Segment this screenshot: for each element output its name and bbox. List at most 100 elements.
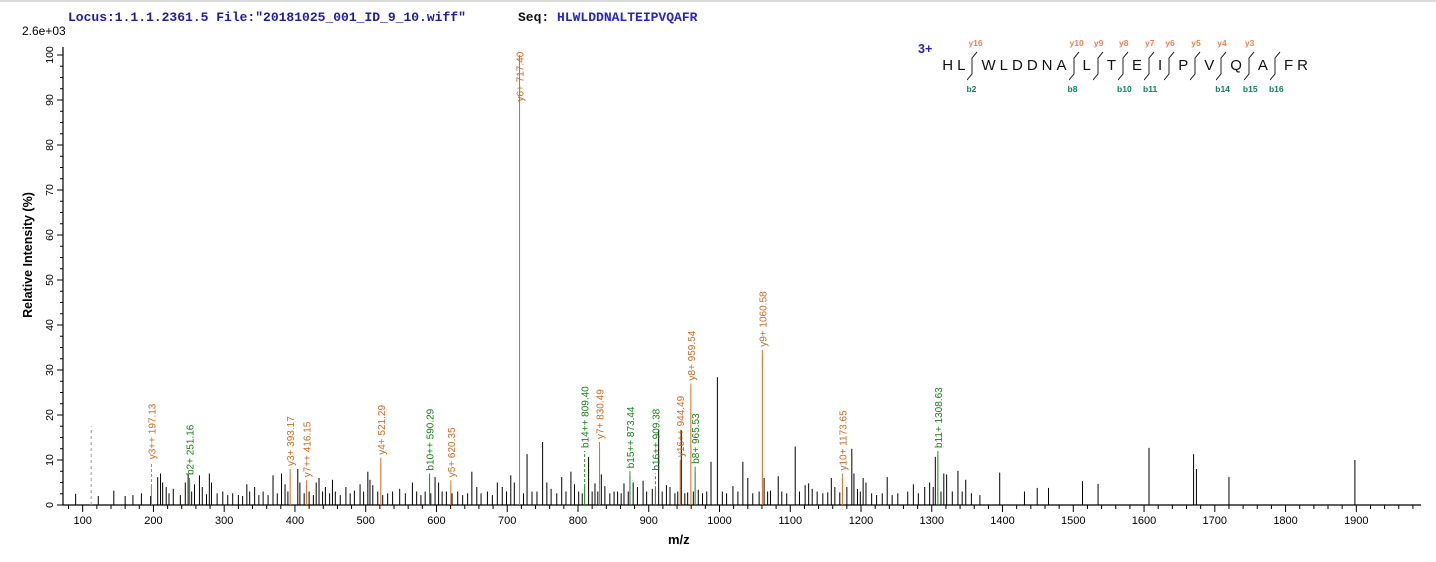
b-ion-label: b2 [966,84,977,94]
y-ion-label: y7 [1145,38,1155,48]
svg-text:300: 300 [215,515,233,527]
svg-text:b10++ 590.29: b10++ 590.29 [426,408,437,470]
residue-letter: L [1082,57,1091,74]
residue-letter: Q [1230,57,1242,74]
base-peak-intensity-label: 2.6e+03 [22,24,66,38]
cleavage-line-icon [1092,51,1104,81]
svg-text:1300: 1300 [920,515,944,527]
b-ion-label: b15 [1242,84,1258,94]
svg-text:y4+ 521.29: y4+ 521.29 [377,405,388,455]
y-ion-label: y3 [1244,38,1255,48]
svg-text:900: 900 [640,515,658,527]
svg-text:y8+ 959.54: y8+ 959.54 [687,330,698,380]
cleavage-marker: y6 [1164,38,1176,82]
cleavage-line-icon [1144,51,1155,81]
svg-text:1000: 1000 [707,515,731,527]
svg-text:800: 800 [569,515,587,527]
residue-letter: F [1283,57,1294,74]
y-ion-label: y6 [1165,38,1175,48]
b-ion-label: b10 [1117,84,1132,94]
residue-letter: P [1178,57,1189,74]
svg-text:50: 50 [44,274,56,286]
cleavage-marker: y3 b15 [1243,38,1258,94]
svg-text:90: 90 [44,94,56,106]
svg-text:600: 600 [427,515,445,527]
b-ion-label: b14 [1215,84,1230,94]
cleavage-line-icon [1118,51,1129,81]
residue-letter: W [981,57,996,74]
svg-text:b14++ 809.40: b14++ 809.40 [581,386,592,448]
residue-letter: E [1132,57,1143,74]
residue-letter: L [957,57,966,74]
cleavage-marker: y16 b2 [966,38,982,94]
svg-text:y5+ 620.35: y5+ 620.35 [447,427,458,477]
residue-letter: N [1041,57,1053,74]
svg-text:y7+ 830.49: y7+ 830.49 [596,389,607,439]
residue-letter: D [1011,57,1023,74]
residue-letter: L [999,57,1008,74]
seq-label: Seq: [518,10,558,25]
seq-value: HLWLDDNALTEIPVQAFR [557,10,698,25]
cleavage-marker: y4 b14 [1215,38,1230,94]
b-ion-label: b11 [1143,84,1158,94]
svg-text:1500: 1500 [1061,515,1085,527]
svg-text:20: 20 [44,409,56,421]
svg-text:1800: 1800 [1273,515,1297,527]
svg-text:y16++ 944.49: y16++ 944.49 [676,395,687,457]
header-sequence: Seq: HLWLDDNALTEIPVQAFR [518,10,697,25]
cleavage-line-icon [1164,51,1175,81]
cleavage-marker: y9 [1092,38,1105,82]
svg-text:b8+ 965.53: b8+ 965.53 [691,413,702,464]
residue-letter: V [1204,57,1215,74]
svg-text:200: 200 [144,515,162,527]
y-ion-label: y16 [968,38,983,48]
y-ion-label: y10 [1069,38,1084,48]
cleavage-line-icon [1190,51,1201,81]
b-ion-label: b8 [1067,84,1078,94]
x-axis-title: m/z [668,532,690,547]
svg-text:400: 400 [286,515,304,527]
svg-text:70: 70 [44,184,56,196]
svg-text:60: 60 [44,229,56,241]
cleavage-line-icon [1068,51,1079,81]
svg-text:y9+ 1060.58: y9+ 1060.58 [758,291,769,347]
residue-letter: A [1056,57,1067,74]
svg-text:b15++ 873.44: b15++ 873.44 [626,406,637,468]
svg-text:80: 80 [44,139,56,151]
svg-text:1700: 1700 [1203,515,1227,527]
svg-text:0: 0 [44,502,56,508]
svg-text:10: 10 [44,454,56,466]
svg-text:40: 40 [44,319,56,331]
cleavage-marker: b16 [1269,50,1284,94]
cleavage-line-icon [1216,51,1227,81]
svg-text:y3++ 197.13: y3++ 197.13 [147,403,158,459]
svg-text:1400: 1400 [990,515,1014,527]
svg-text:1100: 1100 [778,515,802,527]
svg-text:b16++ 909.38: b16++ 909.38 [651,408,662,470]
svg-text:100: 100 [74,515,92,527]
residue-letter: R [1297,57,1308,74]
cleavage-marker: y10 b8 [1068,38,1084,94]
svg-text:b11+ 1308.63: b11+ 1308.63 [934,387,945,448]
cleavage-marker: y8 b10 [1117,38,1132,94]
svg-text:1900: 1900 [1344,515,1368,527]
svg-text:1200: 1200 [849,515,873,527]
svg-text:30: 30 [44,364,56,376]
y-ion-label: y8 [1119,38,1129,48]
cleavage-line-icon [967,51,978,81]
svg-text:1600: 1600 [1132,515,1156,527]
cleavage-marker: y5 [1190,38,1202,82]
svg-text:y7++ 416.15: y7++ 416.15 [302,421,313,477]
svg-text:500: 500 [357,515,375,527]
residue-letter: T [1106,57,1117,74]
svg-text:y3+ 393.17: y3+ 393.17 [286,416,297,466]
charge-state-label: 3+ [918,42,933,56]
residue-letter: A [1257,57,1268,74]
header-locus-file: Locus:1.1.1.2361.5 File:"20181025_001_ID… [68,10,466,25]
y-ion-label: y5 [1191,38,1201,48]
cleavage-marker: y7 b11 [1143,38,1157,94]
